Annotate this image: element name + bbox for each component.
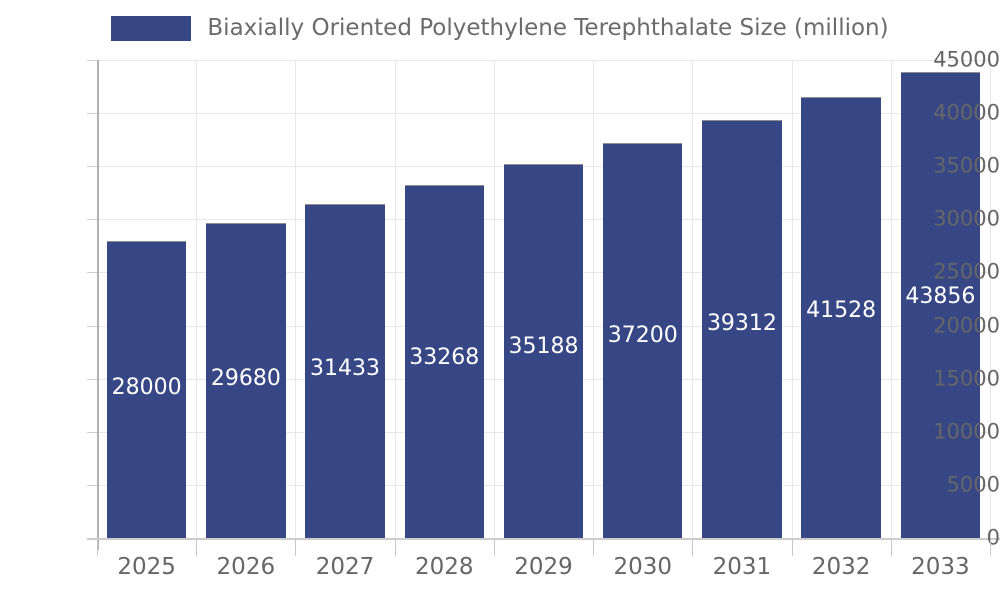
legend-swatch-series-1 <box>111 15 192 41</box>
x-axis-tick-label: 2025 <box>117 554 176 580</box>
x-axis-tick-label: 2031 <box>712 554 772 580</box>
x-axis-tick-mark <box>493 540 495 556</box>
gridline-vertical <box>493 60 495 538</box>
y-axis-tick-label: 40000 <box>933 100 1000 125</box>
chart-legend: Biaxially Oriented Polyethylene Terephth… <box>0 0 1000 56</box>
y-axis-tick-label: 25000 <box>933 259 1000 284</box>
gridline-vertical <box>890 60 892 538</box>
gridline-vertical <box>692 60 694 538</box>
y-axis-tick-mark <box>87 431 97 433</box>
x-axis-tick-label: 2030 <box>613 554 672 580</box>
y-axis-tick-label: 15000 <box>933 366 1000 391</box>
bar[interactable] <box>305 204 385 538</box>
y-axis-tick-label: 5000 <box>946 472 1000 497</box>
x-axis-tick-mark <box>692 540 694 556</box>
bar[interactable] <box>603 142 683 538</box>
x-axis-tick-mark <box>196 540 198 556</box>
y-axis-tick-mark <box>87 113 97 115</box>
bar[interactable] <box>206 222 286 538</box>
y-axis-spine <box>97 60 99 550</box>
bar[interactable] <box>106 240 187 538</box>
bar[interactable] <box>503 164 584 538</box>
y-axis-tick-label: 45000 <box>933 47 1000 72</box>
y-axis-tick-label: 10000 <box>933 419 1000 444</box>
gridline-vertical <box>593 60 595 538</box>
x-axis-tick-label: 2029 <box>514 554 573 580</box>
x-axis-spine <box>87 538 1000 540</box>
gridline-horizontal <box>97 60 990 61</box>
gridline-vertical <box>791 60 793 538</box>
x-axis-tick-label: 2028 <box>414 554 474 580</box>
x-axis-tick-mark <box>593 540 595 556</box>
y-axis-tick-mark <box>87 272 97 274</box>
y-axis-tick-mark <box>87 166 97 168</box>
bar[interactable] <box>801 96 881 538</box>
x-axis-tick-label: 2026 <box>216 554 276 580</box>
gridline-vertical <box>990 60 991 538</box>
y-axis-tick-mark <box>87 325 97 327</box>
y-axis-tick-mark <box>87 538 97 539</box>
gridline-vertical <box>196 60 198 538</box>
y-axis-tick-label: 35000 <box>933 153 1000 178</box>
bar[interactable] <box>900 72 981 538</box>
x-axis-tick-label: 2033 <box>911 554 970 580</box>
y-axis-tick-label: 20000 <box>933 313 1000 338</box>
x-axis-tick-mark <box>295 540 297 556</box>
plot-area: 28000 29680 31433 33268 35188 37200 39312 41528… <box>97 60 991 538</box>
gridline-vertical <box>394 60 396 538</box>
y-axis-tick-mark <box>87 219 97 221</box>
x-axis-tick-mark <box>791 540 793 556</box>
y-axis-tick-label: 30000 <box>933 206 1000 231</box>
gridline-vertical <box>295 60 297 538</box>
x-axis-tick-label: 2027 <box>315 554 375 580</box>
bar[interactable] <box>702 120 782 538</box>
x-axis-tick-mark <box>97 540 98 556</box>
gridline-horizontal <box>97 113 990 115</box>
legend-label-series-1: Biaxially Oriented Polyethylene Terephth… <box>207 15 889 41</box>
y-axis-tick-mark <box>87 484 97 486</box>
y-axis-tick-label: 0 <box>986 525 1000 550</box>
x-axis-tick-label: 2032 <box>811 554 871 580</box>
x-axis-tick-mark <box>394 540 396 556</box>
x-axis-tick-mark <box>990 540 991 556</box>
x-axis-tick-mark <box>890 540 892 556</box>
y-axis-tick-mark <box>87 60 97 61</box>
bar[interactable] <box>404 184 484 538</box>
y-axis-tick-mark <box>87 378 97 380</box>
